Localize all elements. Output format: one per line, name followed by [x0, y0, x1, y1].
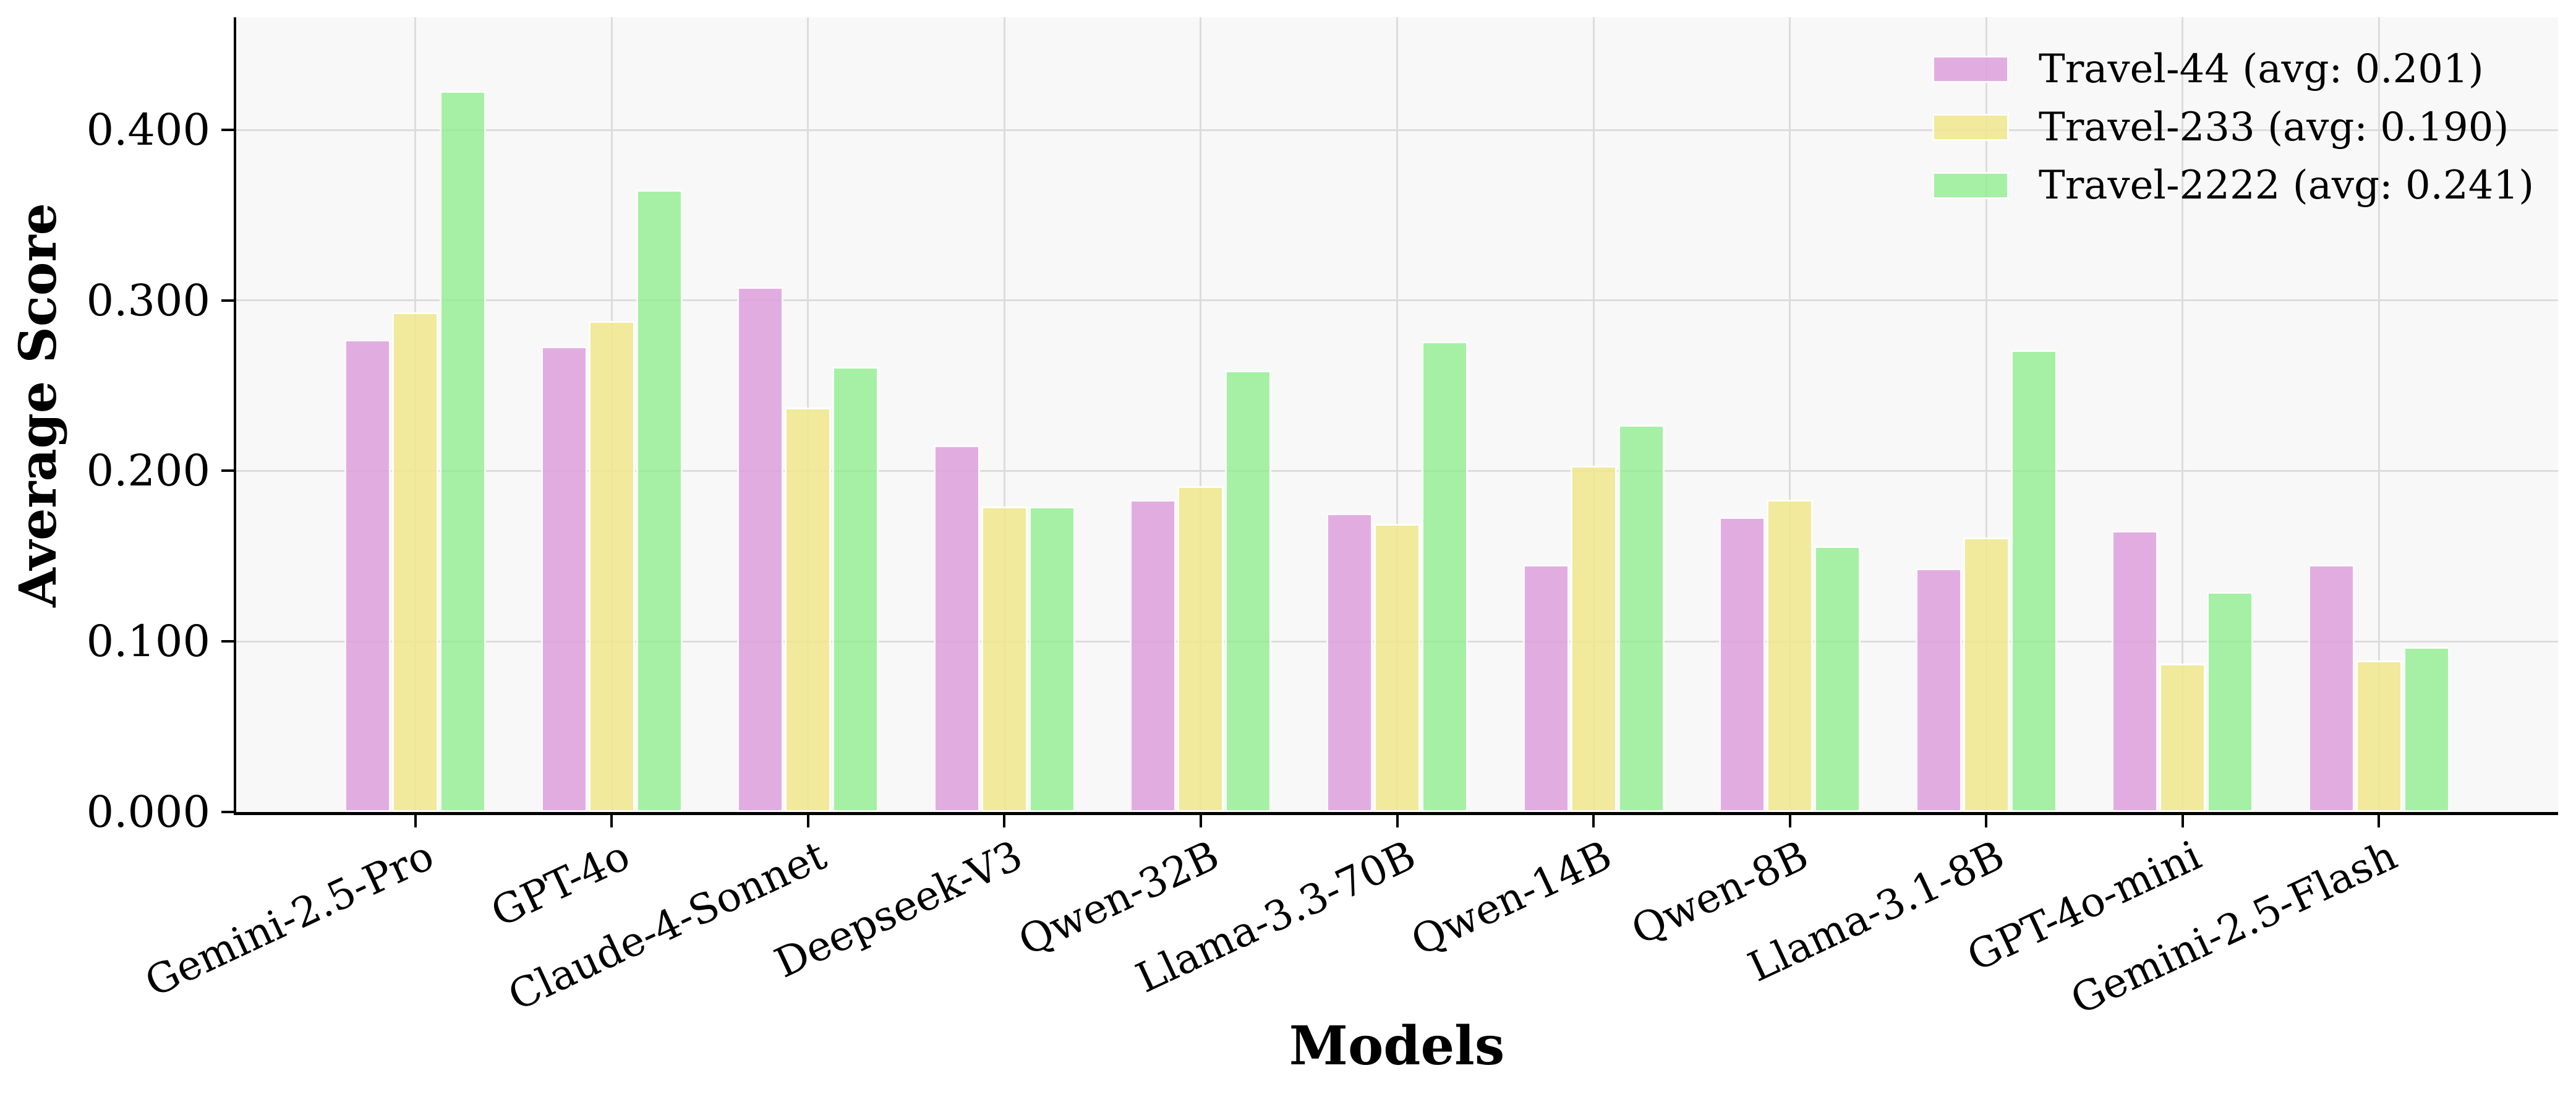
- legend-row: Travel-2222 (avg: 0.241): [1932, 156, 2534, 215]
- bar-Travel-2222-Qwen-14B: [1618, 425, 1665, 812]
- x-axis-spine: [234, 812, 2558, 815]
- bar-Travel-44-Llama-3.3-70B: [1326, 513, 1373, 812]
- bar-Travel-2222-GPT-4o: [636, 189, 683, 812]
- x-tick: [1788, 815, 1791, 827]
- bar-Travel-233-Llama-3.3-70B: [1374, 523, 1420, 812]
- bar-Travel-2222-Deepseek-V3: [1028, 506, 1075, 812]
- x-tick: [2378, 815, 2381, 827]
- bar-Travel-2222-GPT-4o-mini: [2207, 592, 2254, 812]
- y-tick: [221, 640, 234, 643]
- legend: Travel-44 (avg: 0.201) Travel-233 (avg: 0…: [1932, 40, 2534, 215]
- x-gridline: [1789, 17, 1791, 812]
- y-axis-spine: [234, 17, 236, 815]
- x-gridline: [1985, 17, 1987, 812]
- y-tick-label: 0.000: [86, 787, 210, 837]
- x-gridline: [2378, 17, 2380, 812]
- plot-area: [236, 17, 2558, 812]
- legend-swatch-Travel-44: [1932, 56, 2009, 83]
- y-tick-label: 0.200: [86, 445, 210, 497]
- y-tick: [221, 128, 234, 131]
- x-tick: [414, 815, 417, 827]
- x-tick: [610, 815, 613, 827]
- x-gridline: [1396, 17, 1398, 812]
- bar-Travel-233-Llama-3.1-8B: [1963, 537, 2010, 812]
- bar-Travel-233-Gemini-2.5-Pro: [392, 312, 439, 812]
- bar-Travel-44-Llama-3.1-8B: [1915, 568, 1962, 812]
- y-tick: [221, 811, 234, 813]
- bar-Travel-233-Qwen-8B: [1767, 500, 1814, 812]
- y-tick: [221, 469, 234, 472]
- x-tick: [1003, 815, 1006, 827]
- bar-Travel-233-Qwen-14B: [1570, 466, 1617, 812]
- bar-Travel-2222-Gemini-2.5-Pro: [440, 90, 487, 812]
- legend-label-Travel-44: Travel-44 (avg: 0.201): [2039, 46, 2484, 92]
- legend-row: Travel-44 (avg: 0.201): [1932, 40, 2534, 98]
- bar-Travel-2222-Llama-3.3-70B: [1422, 341, 1468, 812]
- x-gridline: [1200, 17, 1202, 812]
- x-tick: [1592, 815, 1595, 827]
- bar-Travel-233-Deepseek-V3: [981, 506, 1028, 812]
- bar-Travel-233-Claude-4-Sonnet: [785, 408, 832, 812]
- bar-Travel-2222-Qwen-8B: [1814, 545, 1861, 812]
- bar-Travel-44-Qwen-14B: [1522, 565, 1569, 812]
- legend-row: Travel-233 (avg: 0.190): [1932, 98, 2534, 156]
- bar-Travel-2222-Claude-4-Sonnet: [832, 367, 879, 812]
- bar-Travel-233-GPT-4o-mini: [2159, 664, 2206, 812]
- bar-Travel-233-GPT-4o: [588, 320, 635, 812]
- y-tick: [221, 299, 234, 302]
- x-tick: [806, 815, 809, 827]
- y-tick-label: 0.100: [86, 616, 210, 667]
- bar-Travel-44-Claude-4-Sonnet: [737, 286, 784, 812]
- legend-swatch-Travel-2222: [1932, 172, 2009, 199]
- bar-Travel-2222-Llama-3.1-8B: [2010, 349, 2057, 812]
- x-gridline: [1003, 17, 1005, 812]
- bar-Travel-44-Qwen-32B: [1130, 500, 1177, 812]
- x-tick: [1985, 815, 1988, 827]
- bar-Travel-44-Gemini-2.5-Pro: [344, 340, 391, 812]
- x-axis-title: Models: [1289, 1015, 1505, 1077]
- legend-label-Travel-233: Travel-233 (avg: 0.190): [2039, 105, 2509, 150]
- bar-Travel-44-GPT-4o: [540, 346, 587, 812]
- x-tick: [2181, 815, 2184, 827]
- y-tick-label: 0.300: [86, 275, 210, 326]
- bar-Travel-233-Qwen-32B: [1177, 486, 1224, 812]
- bar-Travel-44-GPT-4o-mini: [2112, 531, 2159, 812]
- bar-Travel-2222-Gemini-2.5-Flash: [2403, 646, 2450, 812]
- bar-Travel-44-Qwen-8B: [1719, 516, 1766, 812]
- x-tick: [1396, 815, 1399, 827]
- legend-swatch-Travel-233: [1932, 114, 2009, 141]
- y-tick-label: 0.400: [86, 104, 210, 155]
- bar-Travel-233-Gemini-2.5-Flash: [2355, 660, 2402, 812]
- x-tick: [1199, 815, 1202, 827]
- bar-Travel-2222-Qwen-32B: [1225, 370, 1272, 812]
- legend-label-Travel-2222: Travel-2222 (avg: 0.241): [2039, 163, 2535, 208]
- x-gridline: [2181, 17, 2184, 812]
- x-gridline: [1592, 17, 1595, 812]
- bar-Travel-44-Gemini-2.5-Flash: [2308, 565, 2355, 812]
- bar-Travel-44-Deepseek-V3: [933, 445, 980, 812]
